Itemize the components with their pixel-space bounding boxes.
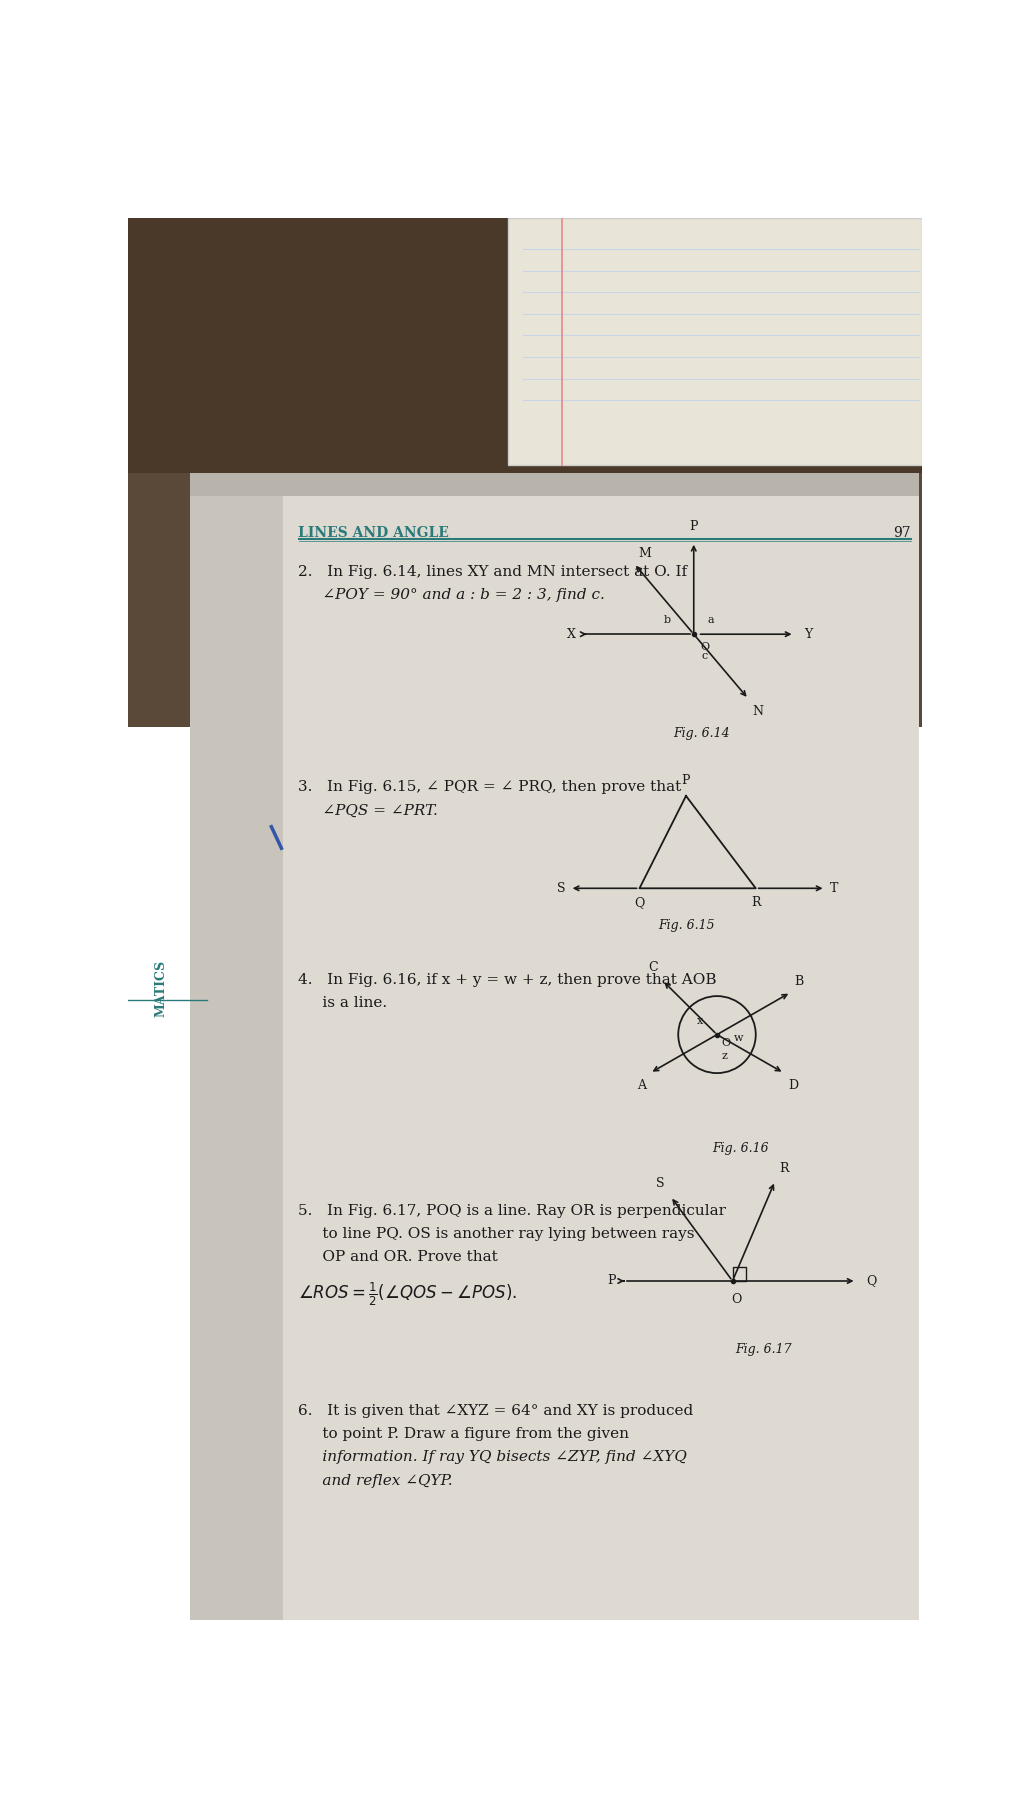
- Text: to point P. Draw a figure from the given: to point P. Draw a figure from the given: [299, 1427, 630, 1441]
- Text: C: C: [648, 961, 658, 974]
- Text: O: O: [700, 642, 709, 652]
- Bar: [190, 473, 283, 1620]
- Text: 4.   In Fig. 6.16, if x + y = w + z, then prove that AOB: 4. In Fig. 6.16, if x + y = w + z, then …: [299, 974, 717, 986]
- Text: D: D: [788, 1079, 798, 1092]
- Text: Fig. 6.14: Fig. 6.14: [673, 726, 730, 739]
- Text: P: P: [608, 1274, 616, 1287]
- Text: x: x: [696, 1016, 703, 1026]
- Bar: [190, 473, 919, 1620]
- Text: B: B: [795, 976, 804, 988]
- Text: S: S: [557, 883, 566, 895]
- Text: A: A: [637, 1079, 646, 1092]
- Text: M: M: [638, 546, 650, 559]
- Text: 6.   It is given that ∠XYZ = 64° and XY is produced: 6. It is given that ∠XYZ = 64° and XY is…: [299, 1405, 693, 1418]
- Text: R: R: [751, 895, 761, 908]
- Text: S: S: [655, 1178, 665, 1190]
- Text: information. If ray YQ bisects ∠ZYP, find ∠XYQ: information. If ray YQ bisects ∠ZYP, fin…: [299, 1451, 687, 1465]
- Text: z: z: [722, 1052, 728, 1061]
- Text: Q: Q: [866, 1274, 877, 1287]
- Bar: [128, 473, 922, 726]
- Text: $\angle ROS = \frac{1}{2}(\angle QOS - \angle POS).$: $\angle ROS = \frac{1}{2}(\angle QOS - \…: [299, 1281, 517, 1309]
- Text: 2.   In Fig. 6.14, lines XY and MN intersect at O. If: 2. In Fig. 6.14, lines XY and MN interse…: [299, 564, 688, 579]
- Text: a: a: [708, 615, 715, 626]
- Bar: [190, 473, 919, 495]
- Text: to line PQ. OS is another ray lying between rays: to line PQ. OS is another ray lying betw…: [299, 1227, 695, 1241]
- Text: MATICS: MATICS: [154, 959, 167, 1017]
- Text: LINES AND ANGLE: LINES AND ANGLE: [299, 526, 450, 541]
- Text: N: N: [753, 704, 764, 719]
- Text: Fig. 6.16: Fig. 6.16: [712, 1143, 769, 1156]
- Text: and reflex ∠QYP.: and reflex ∠QYP.: [299, 1474, 454, 1487]
- Text: b: b: [664, 615, 671, 626]
- Text: R: R: [779, 1161, 788, 1174]
- Text: Fig. 6.17: Fig. 6.17: [735, 1343, 792, 1356]
- Text: 3.   In Fig. 6.15, ∠ PQR = ∠ PRQ, then prove that: 3. In Fig. 6.15, ∠ PQR = ∠ PRQ, then pro…: [299, 781, 682, 795]
- Bar: [508, 218, 922, 464]
- Text: w: w: [734, 1034, 743, 1043]
- Text: X: X: [567, 628, 575, 641]
- Text: ∠PQS = ∠PRT.: ∠PQS = ∠PRT.: [299, 804, 438, 817]
- Bar: [128, 218, 922, 726]
- Text: P: P: [689, 519, 698, 533]
- Text: P: P: [682, 774, 690, 786]
- Bar: [732, 1267, 746, 1281]
- Text: T: T: [829, 883, 838, 895]
- Text: Y: Y: [804, 628, 812, 641]
- Text: 5.   In Fig. 6.17, POQ is a line. Ray OR is perpendicular: 5. In Fig. 6.17, POQ is a line. Ray OR i…: [299, 1205, 726, 1218]
- Text: OP and OR. Prove that: OP and OR. Prove that: [299, 1250, 499, 1265]
- Text: is a line.: is a line.: [299, 996, 388, 1010]
- Text: Q: Q: [634, 895, 645, 908]
- Text: O: O: [731, 1292, 741, 1305]
- Text: O: O: [722, 1037, 731, 1048]
- Text: Fig. 6.15: Fig. 6.15: [657, 919, 715, 932]
- Text: c: c: [701, 652, 708, 661]
- Text: ∠POY = 90° and a : b = 2 : 3, find c.: ∠POY = 90° and a : b = 2 : 3, find c.: [299, 588, 605, 602]
- Text: 97: 97: [893, 526, 910, 541]
